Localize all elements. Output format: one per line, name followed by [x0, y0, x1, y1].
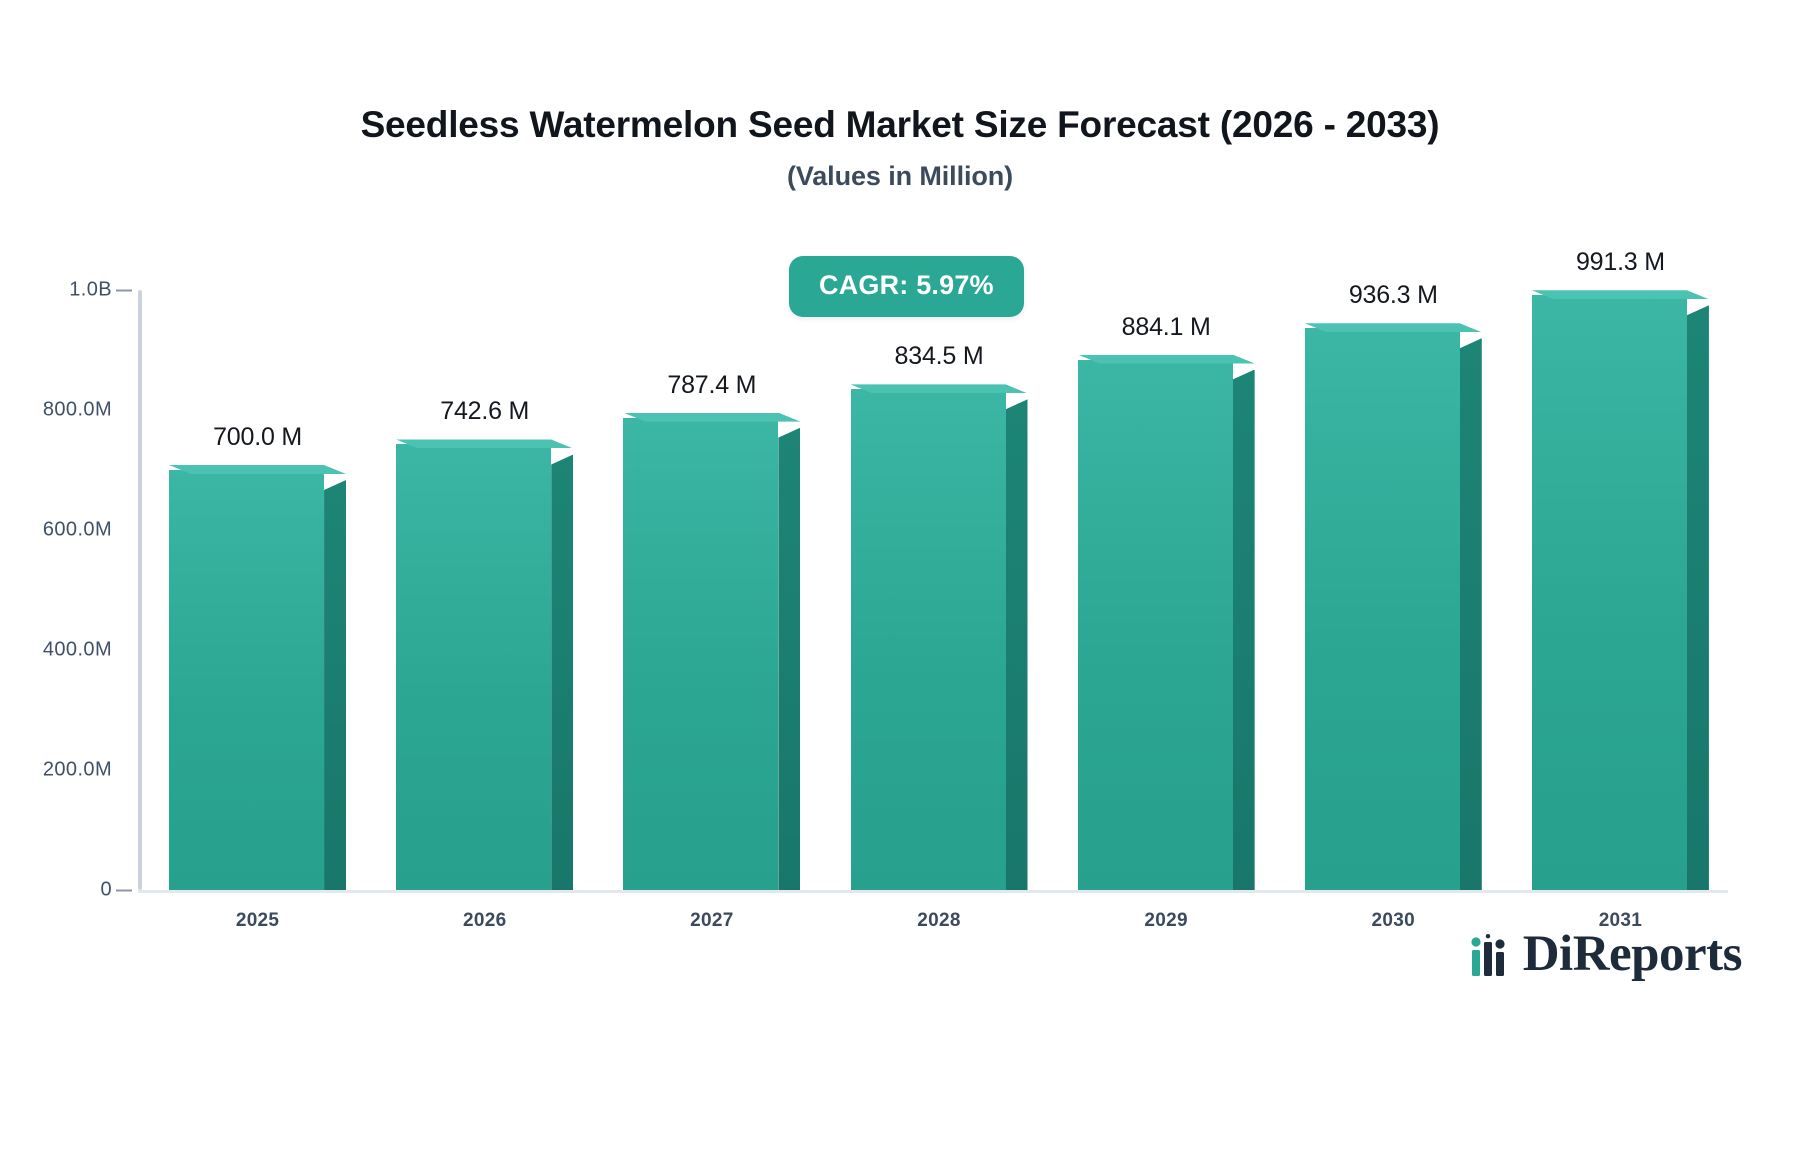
bar-top-face [850, 384, 1028, 394]
logo-text: DiReports [1522, 926, 1743, 982]
x-axis-tick-label: 2031 [1598, 910, 1643, 931]
bar-side-face [778, 427, 801, 890]
bar-side-face [551, 454, 574, 890]
bar-chart-icon [1471, 933, 1517, 976]
y-axis-tick-label: 400.0M [42, 638, 112, 661]
bar-value-label: 834.5 M [894, 342, 984, 371]
y-axis-tick-dash [116, 889, 132, 891]
y-axis-tick: 0 [100, 879, 138, 902]
bar-group: 787.4 M 2027 [623, 290, 801, 931]
bar-value-label: 742.6 M [440, 397, 530, 426]
x-axis-tick-label: 2028 [917, 910, 961, 931]
y-axis-tick-label: 600.0M [42, 518, 112, 541]
y-axis-tick: 600.0M [43, 519, 138, 542]
bar[interactable] [1077, 359, 1233, 890]
x-axis-line [138, 890, 1728, 893]
bar-top-face [1077, 354, 1255, 364]
bar-series: 700.0 M 2025 742.6 M 2026 787.4 M 2027 834.5 M… [138, 248, 1728, 931]
y-axis-tick: 1.0B [69, 279, 138, 302]
plot-area: 1.0B 800.0M 600.0M 400.0M 200.0M 0 700.0 M 202… [43, 248, 1728, 931]
x-axis-tick-label: 2030 [1371, 910, 1416, 931]
bar-top-face [623, 412, 801, 422]
direports-logo: DiReports [1471, 926, 1743, 982]
y-axis-tick-dash [116, 289, 132, 291]
y-axis-tick-label: 1.0B [69, 278, 112, 301]
bar-group: 884.1 M 2029 [1077, 290, 1255, 931]
x-axis-tick-label: 2027 [690, 910, 734, 931]
bar[interactable] [1304, 328, 1460, 890]
bar[interactable] [1531, 295, 1687, 890]
bar-value-label: 700.0 M [213, 423, 303, 451]
bar-top-face [1304, 323, 1482, 333]
y-axis-tick: 400.0M [43, 639, 138, 662]
bar-top-face [396, 439, 574, 449]
bar-value-label: 991.3 M [1575, 248, 1665, 277]
bar-side-face [1459, 338, 1482, 890]
bar-value-label: 787.4 M [667, 370, 757, 399]
page-title: Seedless Watermelon Seed Market Size For… [360, 104, 1440, 145]
x-axis-tick-label: 2026 [462, 910, 507, 931]
title-block: Seedless Watermelon Seed Market Size For… [0, 0, 1800, 192]
bar[interactable] [623, 417, 779, 890]
bar-side-face [1686, 305, 1709, 890]
x-axis-tick-label: 2029 [1144, 910, 1188, 931]
bar-group: 742.6 M 2026 [396, 290, 574, 931]
y-axis-tick: 800.0M [43, 399, 138, 422]
cagr-badge: CAGR: 5.97% [789, 256, 1024, 317]
y-axis-tick-label: 0 [100, 878, 112, 901]
y-axis-tick-label: 800.0M [42, 398, 112, 421]
bar-side-face [1232, 369, 1255, 890]
chart-subtitle: (Values in Million) [786, 161, 1014, 192]
bar[interactable] [396, 444, 552, 890]
bar-value-label: 936.3 M [1348, 281, 1438, 310]
bar-group: 834.5 M 2028 [850, 290, 1028, 931]
x-axis-tick-label: 2025 [235, 910, 280, 931]
y-axis-tick: 200.0M [43, 759, 138, 782]
bar-group: 700.0 M 2025 [169, 290, 347, 931]
bar-group: 936.3 M 2030 [1304, 281, 1482, 931]
bar-group: 991.3 M 2031 [1531, 248, 1709, 931]
y-axis-tick-label: 200.0M [42, 758, 112, 781]
bar[interactable] [850, 389, 1006, 890]
bar-side-face [1005, 399, 1028, 890]
bar[interactable] [169, 470, 325, 890]
bar-value-label: 884.1 M [1121, 312, 1211, 341]
bar-top-face [169, 465, 347, 474]
bar-top-face [1531, 290, 1709, 300]
y-axis-line [138, 290, 142, 890]
bar-side-face [324, 480, 347, 890]
